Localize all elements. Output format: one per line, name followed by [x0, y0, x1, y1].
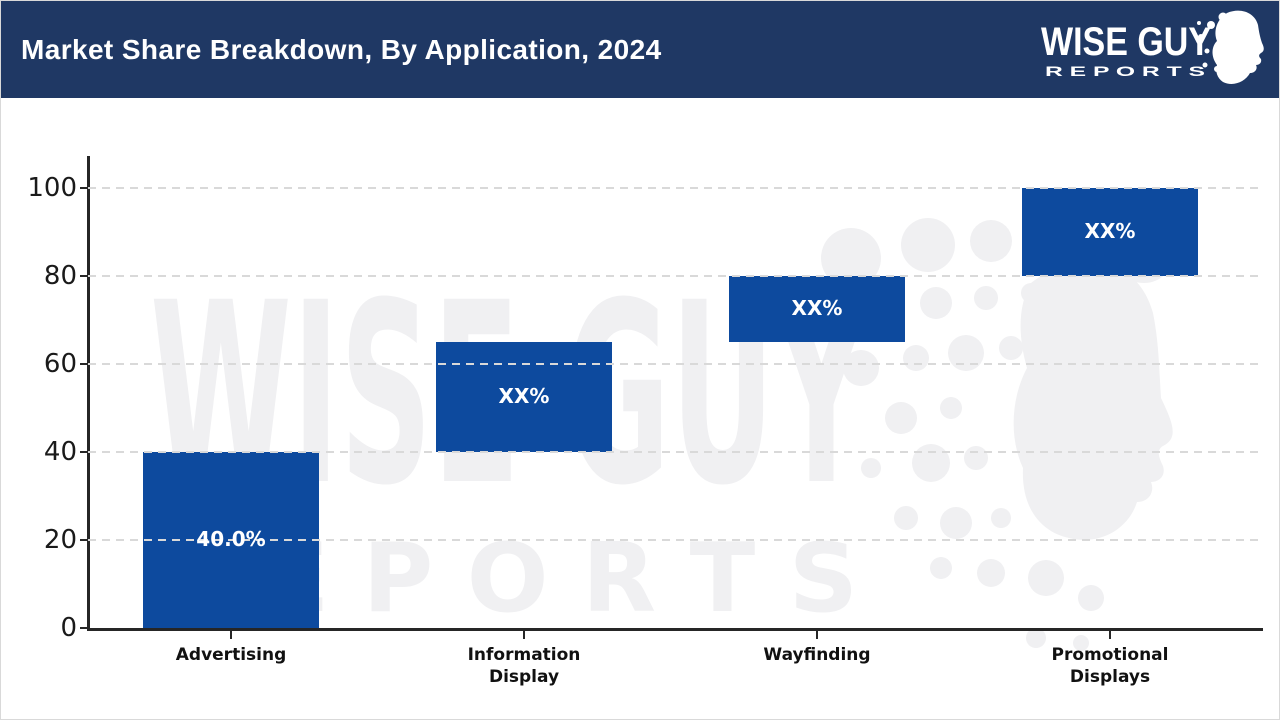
- y-axis-tick-mark: [80, 627, 88, 629]
- x-axis-tick-mark: [230, 631, 232, 639]
- y-axis-tick-label: 60: [43, 349, 77, 379]
- y-axis-tick-mark: [80, 187, 88, 189]
- bar-value-label: XX%: [791, 296, 843, 320]
- header: Market Share Breakdown, By Application, …: [1, 1, 1279, 98]
- y-axis-tick-mark: [80, 451, 88, 453]
- x-axis-category-label: Advertising: [175, 645, 287, 665]
- gridline: [88, 539, 1263, 541]
- bar-value-label: 40.0%: [196, 527, 266, 551]
- bar-segment: [436, 342, 612, 452]
- chart-area: WISE GUY R E P O R T S: [1, 98, 1279, 719]
- bar-segment: [1022, 188, 1198, 276]
- y-axis-tick-mark: [80, 363, 88, 365]
- y-axis-line: [87, 156, 90, 630]
- x-axis-category-label: Information Display: [467, 645, 581, 687]
- x-axis-category-label: Wayfinding: [763, 645, 871, 665]
- wiseguy-logo: WISE GUY R E P O R T S: [1041, 10, 1264, 84]
- logo-primary-text: WISE GUY: [1041, 20, 1211, 64]
- y-axis-tick-label: 100: [27, 173, 77, 203]
- y-axis-tick-label: 40: [43, 437, 77, 467]
- plot: 0 20 40 60 80 100 40.0% Advertising XX% Informati…: [1, 98, 1279, 719]
- x-axis-tick-mark: [816, 631, 818, 639]
- y-axis-tick-label: 80: [43, 261, 77, 291]
- x-axis-line: [87, 628, 1263, 631]
- bar-value-label: XX%: [1084, 219, 1136, 243]
- bar-value-label: XX%: [498, 384, 550, 408]
- page-title: Market Share Breakdown, By Application, …: [21, 33, 662, 65]
- logo-face-icon: [1197, 10, 1264, 84]
- y-axis-tick-label: 0: [60, 613, 77, 643]
- bar-segment: [729, 276, 905, 342]
- gridline: [88, 275, 1263, 277]
- y-axis-tick-label: 20: [43, 525, 77, 555]
- x-axis-category-label: Promotional Displays: [1051, 645, 1169, 687]
- x-axis-tick-mark: [523, 631, 525, 639]
- logo-secondary-text: R E P O R T S: [1045, 63, 1205, 79]
- gridline: [88, 451, 1263, 453]
- y-axis-tick-mark: [80, 275, 88, 277]
- gridline: [88, 363, 1263, 365]
- gridline: [88, 187, 1263, 189]
- y-axis-tick-mark: [80, 539, 88, 541]
- x-axis-tick-mark: [1109, 631, 1111, 639]
